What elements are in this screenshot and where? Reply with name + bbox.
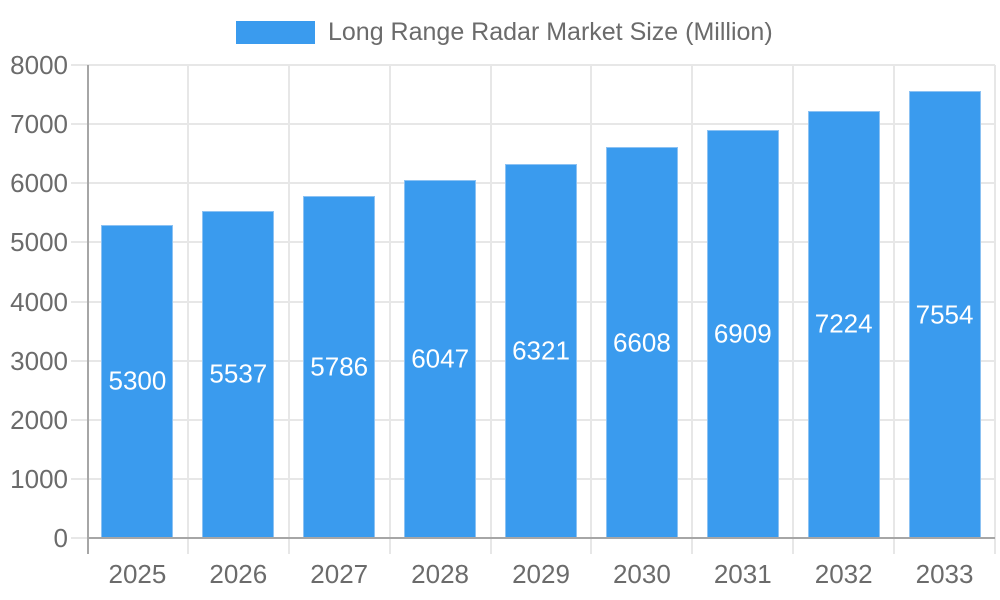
y-tick-label: 3000 bbox=[10, 345, 68, 376]
legend-label: Long Range Radar Market Size (Million) bbox=[328, 18, 773, 46]
legend-swatch-icon bbox=[236, 20, 315, 44]
x-tick-label: 2025 bbox=[108, 559, 167, 589]
gridline-vertical bbox=[994, 65, 996, 554]
y-axis-line bbox=[87, 65, 89, 554]
bar-value-label: 6047 bbox=[411, 343, 470, 374]
bar-value-label: 7224 bbox=[814, 308, 873, 339]
y-tick-label: 6000 bbox=[10, 168, 68, 199]
bar[interactable]: 7554 bbox=[908, 91, 981, 538]
bar-value-label: 6608 bbox=[612, 327, 671, 358]
bar[interactable]: 6608 bbox=[605, 147, 678, 538]
bar-value-label: 5300 bbox=[108, 365, 167, 396]
x-tick-label: 2032 bbox=[814, 559, 873, 589]
y-tick-label: 2000 bbox=[10, 404, 68, 435]
legend-item[interactable]: Long Range Radar Market Size (Million) bbox=[236, 16, 773, 48]
gridline-vertical bbox=[388, 65, 391, 554]
bar[interactable]: 7224 bbox=[807, 110, 880, 538]
x-tick-label: 2027 bbox=[310, 559, 369, 589]
gridline-vertical bbox=[691, 65, 694, 554]
gridline-horizontal bbox=[71, 64, 995, 66]
plot-area: 5300 5537 5786 6047 6321 6608 6909 7224 7554 bbox=[71, 64, 996, 554]
y-tick-label: 1000 bbox=[10, 463, 68, 494]
x-tick-label: 2029 bbox=[512, 559, 570, 589]
y-tick-label: 4000 bbox=[10, 286, 68, 317]
x-axis-line bbox=[87, 537, 995, 539]
bar[interactable]: 5300 bbox=[101, 224, 174, 538]
gridline-vertical bbox=[792, 65, 795, 554]
x-tick-label: 2026 bbox=[209, 559, 268, 589]
x-tick-label: 2031 bbox=[713, 559, 772, 589]
bar[interactable]: 5537 bbox=[202, 210, 275, 538]
gridline-vertical bbox=[590, 65, 593, 554]
bar-value-label: 7554 bbox=[915, 299, 974, 330]
bar-value-label: 5537 bbox=[209, 358, 268, 389]
bar-value-label: 5786 bbox=[310, 351, 369, 382]
gridline-vertical bbox=[186, 65, 189, 554]
gridline-vertical bbox=[893, 65, 896, 554]
bar[interactable]: 5786 bbox=[303, 195, 376, 538]
gridline-horizontal bbox=[71, 123, 995, 126]
gridline-vertical bbox=[489, 65, 492, 554]
bar[interactable]: 6047 bbox=[404, 180, 477, 538]
y-tick-label: 5000 bbox=[10, 227, 68, 258]
bar[interactable]: 6321 bbox=[505, 164, 577, 538]
x-tick-label: 2028 bbox=[411, 559, 470, 589]
gridline-vertical bbox=[287, 65, 290, 554]
x-tick-label: 2030 bbox=[612, 559, 671, 589]
bar[interactable]: 6909 bbox=[706, 129, 779, 538]
y-tick-label: 7000 bbox=[10, 109, 68, 140]
y-tick-label: 0 bbox=[53, 523, 68, 553]
bar-value-label: 6321 bbox=[512, 335, 570, 366]
x-tick-label: 2033 bbox=[915, 559, 974, 589]
y-tick-label: 8000 bbox=[10, 50, 68, 80]
bar-value-label: 6909 bbox=[713, 318, 772, 349]
